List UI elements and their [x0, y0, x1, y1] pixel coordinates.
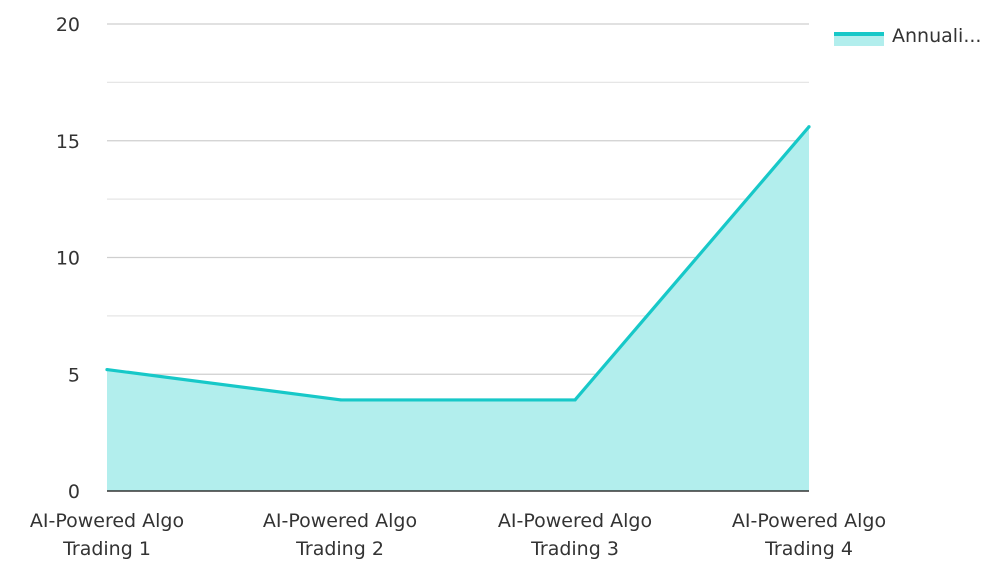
x-tick-label: AI-Powered Algo Trading 4	[732, 510, 886, 560]
area-fill	[107, 126, 809, 492]
legend-label: Annuali...	[892, 25, 981, 47]
legend[interactable]: Annuali...	[834, 25, 981, 47]
series-area	[105, 125, 811, 492]
grid-lines	[107, 23, 809, 434]
x-tick-label: AI-Powered Algo Trading 1	[30, 510, 184, 560]
x-tick-label: AI-Powered Algo Trading 3	[498, 510, 652, 560]
y-tick-label: 10	[56, 248, 80, 270]
data-point[interactable]	[105, 367, 109, 372]
y-tick-label: 0	[68, 481, 80, 503]
x-tick-label: AI-Powered Algo Trading 2	[263, 510, 417, 560]
legend-swatch	[834, 34, 884, 46]
data-point[interactable]	[339, 398, 343, 402]
y-tick-label: 15	[56, 131, 80, 153]
series-line	[106, 125, 811, 402]
y-tick-label: 20	[56, 14, 80, 36]
data-point[interactable]	[807, 125, 811, 129]
x-tick-labels: AI-Powered Algo Trading 1 AI-Powered Algo T…	[30, 510, 886, 560]
y-tick-labels: 0 5 10 15 20	[56, 14, 80, 503]
data-point[interactable]	[573, 398, 577, 402]
y-tick-label: 5	[68, 364, 80, 386]
